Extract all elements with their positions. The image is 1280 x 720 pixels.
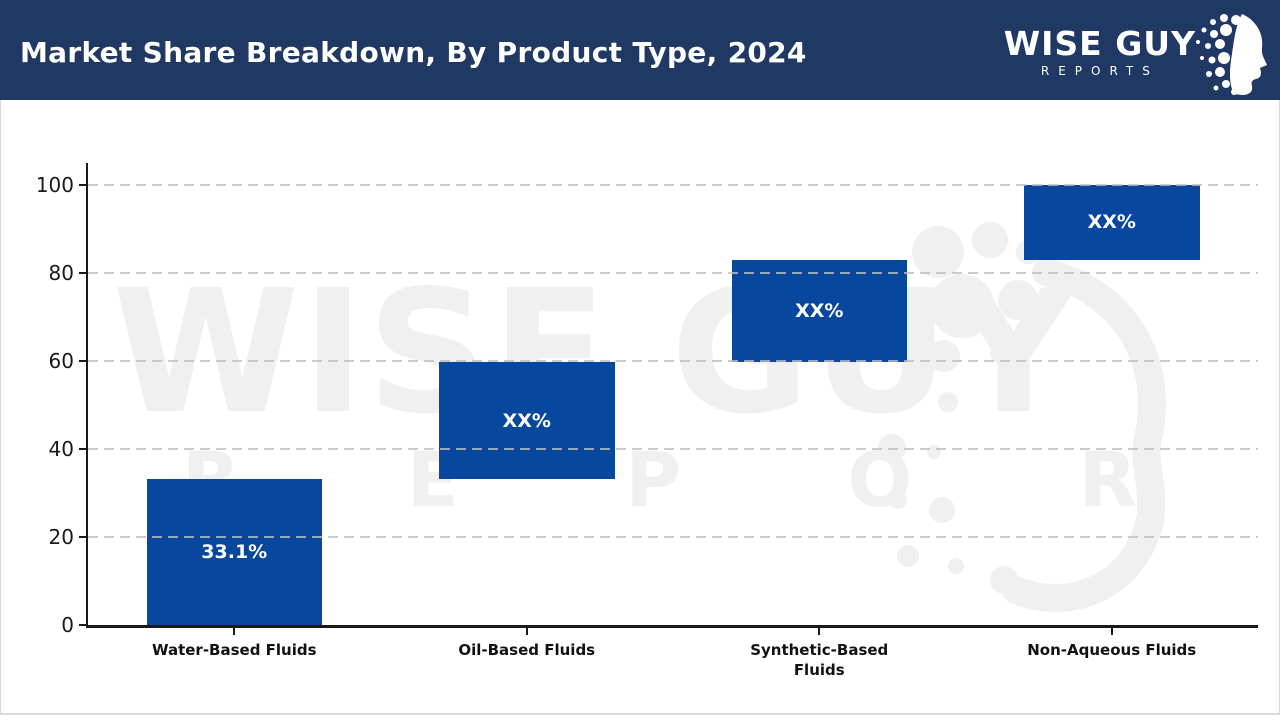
header-bar: Market Share Breakdown, By Product Type,… [0,0,1280,100]
axis-baseline [86,625,1258,628]
bar-value-label: XX% [1087,211,1136,234]
bar-non-aqueous-fluids: XX% [1024,185,1200,260]
bar-water-based-fluids: 33.1% [146,479,322,625]
x-category-label: Oil-Based Fluids [458,641,596,659]
x-tick-mark [233,627,236,635]
bar-value-label: XX% [795,299,844,322]
bar-synthetic-based-fluids: XX% [731,259,907,362]
y-tick-label: 0 [61,613,74,637]
card-bottom-border [0,713,1280,715]
y-tick-mark [79,360,87,362]
x-category-label: Synthetic-Based Fluids [750,641,889,679]
brand-text: WISE GUY REPORTS [1003,24,1196,79]
brand-wiseguy-text: WISE GUY [1003,24,1196,63]
grid-line [88,272,1258,274]
page-title: Market Share Breakdown, By Product Type,… [20,36,807,69]
brand-logo: WISE GUY REPORTS [1004,8,1267,95]
x-category-label: Water-Based Fluids [151,641,317,659]
bar-value-label: XX% [502,409,551,432]
y-tick-mark [79,536,87,538]
y-tick-mark [79,272,87,274]
y-tick-label: 80 [48,261,74,285]
y-tick-mark [79,448,87,450]
x-category-label: Non-Aqueous Fluids [1027,641,1197,659]
y-tick-label: 100 [35,173,74,197]
bar-oil-based-fluids: XX% [439,361,615,480]
brand-reports-text: REPORTS [1040,64,1159,78]
x-tick-mark [525,627,528,635]
y-tick-label: 20 [48,525,74,549]
brand-face-icon [1196,14,1267,95]
grid-line [88,536,1258,538]
x-tick-mark [1110,627,1113,635]
y-tick-mark [79,184,87,186]
x-tick-mark [818,627,821,635]
grid-line [88,448,1258,450]
watermark-text-secondary: R E P O R T S [182,435,1280,524]
y-tick-mark [79,624,87,626]
y-tick-label: 40 [48,437,74,461]
grid-line [88,360,1258,362]
axis-left-spine [86,163,88,627]
card-left-border [0,100,1,714]
y-tick-label: 60 [48,349,74,373]
bar-value-label: 33.1% [201,541,268,564]
grid-line [88,184,1258,186]
